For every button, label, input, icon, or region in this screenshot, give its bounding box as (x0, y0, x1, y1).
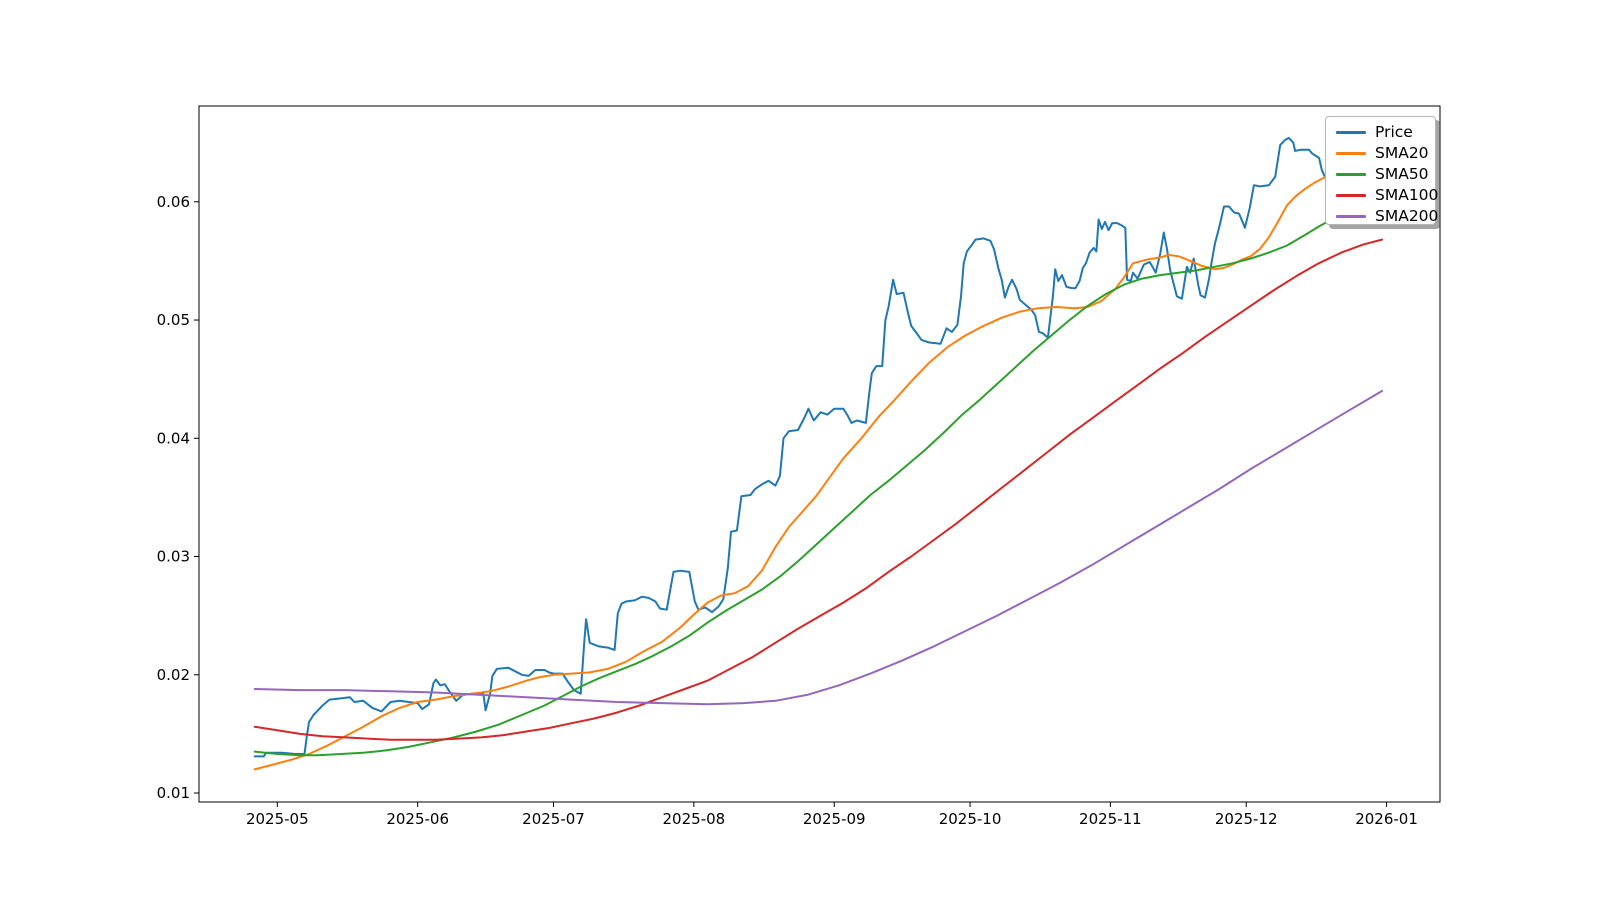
x-tick-label: 2025-08 (663, 810, 726, 828)
y-tick-label: 0.05 (157, 311, 190, 329)
x-tick-label: 2026-01 (1355, 810, 1418, 828)
legend: Price SMA20 SMA50 SMA100 SMA200 (1325, 116, 1439, 227)
legend-item-sma100: SMA100 (1326, 185, 1439, 206)
legend-item-sma20: SMA20 (1326, 143, 1435, 164)
legend-label-sma200: SMA200 (1375, 207, 1439, 225)
x-tick-label: 2025-10 (939, 810, 1002, 828)
legend-line-sample-sma50 (1336, 173, 1366, 176)
plot-border (198, 105, 1441, 803)
legend-item-sma200: SMA200 (1326, 206, 1439, 227)
legend-label-sma50: SMA50 (1375, 165, 1429, 183)
legend-label-price: Price (1375, 123, 1413, 141)
legend-label-sma100: SMA100 (1375, 186, 1439, 204)
legend-line-sample-sma20 (1336, 152, 1366, 155)
x-tick-label: 2025-12 (1215, 810, 1278, 828)
x-tick-label: 2025-05 (246, 810, 309, 828)
series-line-sma100 (253, 238, 1383, 741)
series-line-sma20 (253, 174, 1331, 771)
x-tick-label: 2025-09 (803, 810, 866, 828)
legend-line-sample-price (1336, 131, 1366, 134)
x-tick-label: 2025-06 (386, 810, 449, 828)
y-tick-label: 0.04 (157, 429, 190, 447)
series-line-price (253, 136, 1331, 758)
y-tick-label: 0.02 (157, 666, 190, 684)
legend-line-sample-sma100 (1336, 194, 1366, 197)
legend-line-sample-sma200 (1336, 215, 1366, 218)
series-line-sma200 (253, 390, 1383, 706)
y-tick-label: 0.01 (157, 784, 190, 802)
legend-item-sma50: SMA50 (1326, 164, 1435, 185)
y-tick-label: 0.06 (157, 193, 190, 211)
y-tick-label: 0.03 (157, 548, 190, 566)
x-tick-label: 2025-07 (522, 810, 585, 828)
legend-item-price: Price (1326, 122, 1435, 143)
x-tick-label: 2025-11 (1079, 810, 1142, 828)
legend-label-sma20: SMA20 (1375, 144, 1429, 162)
series-line-sma50 (253, 219, 1331, 757)
